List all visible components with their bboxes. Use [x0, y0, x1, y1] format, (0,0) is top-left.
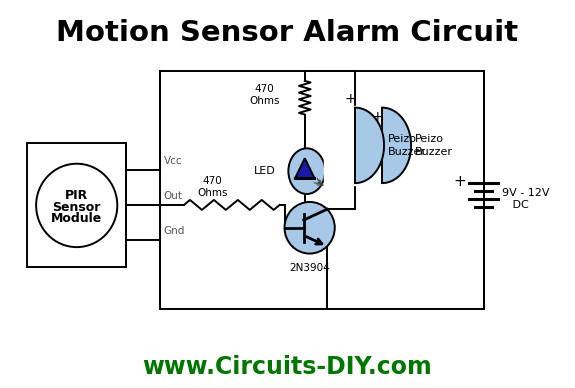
Bar [324, 106, 357, 185]
Circle shape [285, 202, 335, 254]
Polygon shape [295, 158, 315, 178]
Text: Peizo: Peizo [415, 134, 444, 144]
Text: Peizo: Peizo [388, 134, 417, 144]
Bar [351, 106, 384, 185]
Text: Sensor: Sensor [52, 201, 101, 214]
Text: Buzzer: Buzzer [415, 147, 453, 157]
Text: Buzzer: Buzzer [388, 147, 426, 157]
Text: +: + [371, 109, 383, 124]
Text: 9V - 12V
   DC: 9V - 12V DC [502, 188, 550, 210]
Text: +: + [344, 92, 356, 106]
Text: +: + [454, 173, 466, 189]
Text: 470
Ohms: 470 Ohms [249, 84, 279, 106]
Text: Vcc: Vcc [164, 156, 182, 166]
Text: Out: Out [164, 191, 183, 201]
Polygon shape [355, 107, 384, 183]
Text: Motion Sensor Alarm Circuit: Motion Sensor Alarm Circuit [56, 19, 519, 47]
Text: Gnd: Gnd [164, 226, 185, 236]
Text: 2N3904: 2N3904 [289, 263, 330, 274]
Ellipse shape [289, 148, 325, 194]
Text: LED: LED [254, 166, 276, 176]
Circle shape [36, 164, 117, 247]
Text: 470
Ohms: 470 Ohms [197, 176, 228, 198]
Polygon shape [382, 107, 411, 183]
Text: PIR: PIR [65, 189, 89, 202]
Text: Module: Module [51, 212, 102, 225]
Text: www.Circuits-DIY.com: www.Circuits-DIY.com [143, 355, 432, 379]
Bar [28, 143, 126, 267]
